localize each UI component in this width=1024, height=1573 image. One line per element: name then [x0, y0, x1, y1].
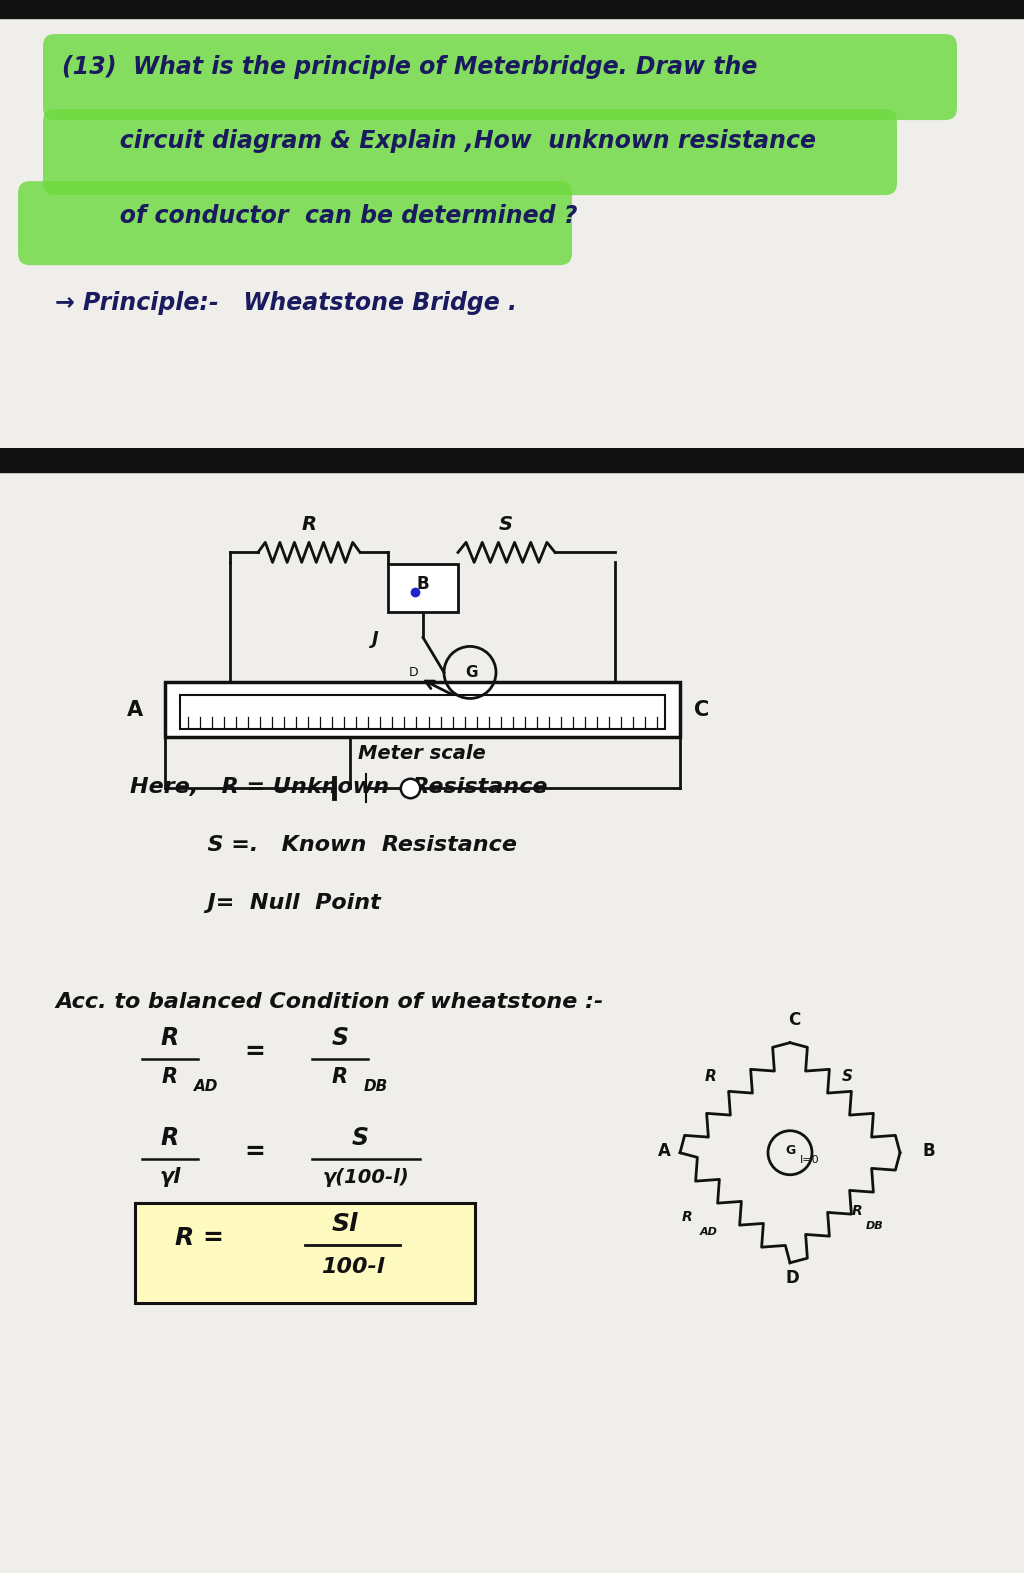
- FancyBboxPatch shape: [43, 35, 957, 120]
- Text: J: J: [372, 631, 379, 648]
- Text: R: R: [332, 1066, 348, 1087]
- Text: A: A: [658, 1142, 671, 1159]
- Text: S: S: [499, 516, 513, 535]
- Text: S =.   Known  Resistance: S =. Known Resistance: [130, 835, 517, 854]
- Text: I=0: I=0: [800, 1155, 819, 1164]
- Text: R: R: [161, 1126, 179, 1150]
- Text: S: S: [351, 1126, 369, 1150]
- Bar: [0, 0, 1024, 17]
- Text: S: S: [332, 1026, 348, 1049]
- Text: Sl: Sl: [332, 1211, 358, 1236]
- Text: circuit diagram & Explain ,How  unknown resistance: circuit diagram & Explain ,How unknown r…: [62, 129, 816, 153]
- Text: S: S: [842, 1068, 853, 1084]
- Text: G: G: [784, 1144, 795, 1158]
- Text: γ(100-l): γ(100-l): [323, 1167, 410, 1186]
- Text: of conductor  can be determined ?: of conductor can be determined ?: [62, 204, 578, 228]
- Text: Here,   R = Unknown   Resistance: Here, R = Unknown Resistance: [130, 777, 548, 796]
- Text: G: G: [466, 665, 478, 680]
- Text: R: R: [705, 1068, 717, 1084]
- Text: B: B: [417, 576, 429, 593]
- Text: DB: DB: [364, 1079, 388, 1093]
- Text: B: B: [922, 1142, 935, 1159]
- Text: =: =: [245, 1140, 265, 1164]
- FancyBboxPatch shape: [18, 181, 572, 266]
- Text: → Principle:-   Wheatstone Bridge .: → Principle:- Wheatstone Bridge .: [55, 291, 517, 315]
- Text: Meter scale: Meter scale: [358, 744, 485, 763]
- Text: A: A: [127, 700, 143, 720]
- Text: γl: γl: [160, 1167, 180, 1186]
- Text: C: C: [694, 700, 710, 720]
- Text: DB: DB: [866, 1221, 884, 1230]
- Bar: [135, 1203, 475, 1302]
- Text: =: =: [245, 1040, 265, 1063]
- Text: AD: AD: [700, 1227, 718, 1236]
- Text: 100-l: 100-l: [322, 1257, 385, 1277]
- Text: J=  Null  Point: J= Null Point: [130, 892, 381, 912]
- Text: D: D: [785, 1269, 799, 1287]
- FancyBboxPatch shape: [43, 109, 897, 195]
- Text: AD: AD: [194, 1079, 218, 1093]
- Text: (13)  What is the principle of Meterbridge. Draw the: (13) What is the principle of Meterbridg…: [62, 55, 758, 79]
- Bar: [0, 448, 1024, 472]
- Text: C: C: [787, 1011, 800, 1029]
- Text: R: R: [852, 1203, 862, 1218]
- Bar: [165, 683, 680, 738]
- Text: R =: R =: [175, 1225, 224, 1251]
- Bar: [180, 695, 665, 730]
- Text: R: R: [301, 516, 316, 535]
- Text: R: R: [162, 1066, 178, 1087]
- Text: R: R: [161, 1026, 179, 1049]
- Text: Acc. to balanced Condition of wheatstone :-: Acc. to balanced Condition of wheatstone…: [55, 991, 603, 1011]
- Text: D: D: [410, 667, 419, 680]
- Bar: [388, 565, 458, 612]
- Text: R: R: [682, 1210, 692, 1224]
